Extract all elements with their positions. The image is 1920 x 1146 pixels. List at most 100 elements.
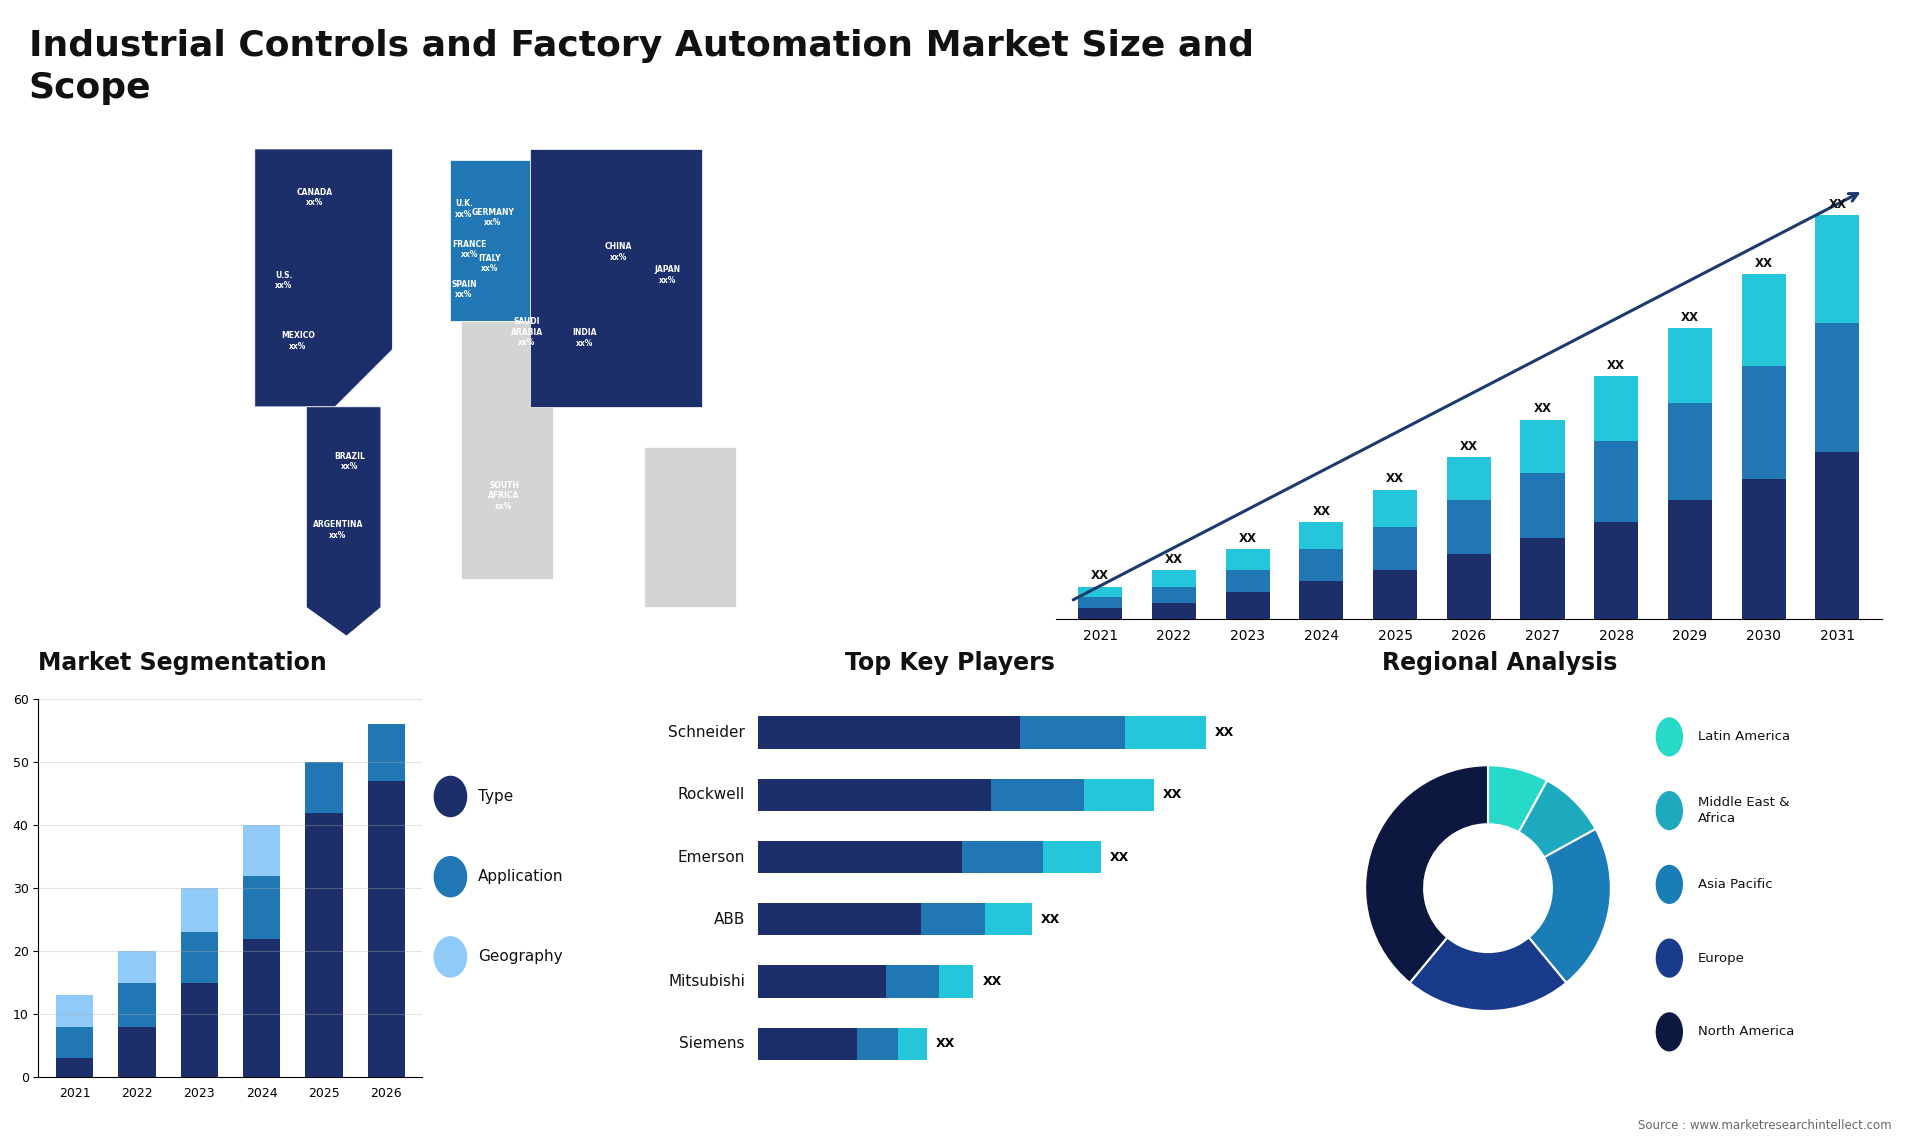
Bar [180,933,219,982]
Bar [758,903,922,935]
Text: Siemens: Siemens [680,1036,745,1051]
Wedge shape [1519,780,1596,857]
Bar [1373,489,1417,527]
Bar [899,1028,927,1060]
Bar [1079,609,1123,619]
Bar [1594,441,1638,521]
Text: BRAZIL
xx%: BRAZIL xx% [334,452,365,471]
Bar [1814,215,1859,323]
Bar [1668,501,1713,619]
Bar [1300,549,1344,581]
Polygon shape [307,407,380,636]
Bar [758,965,887,998]
Bar [1225,549,1269,571]
Bar [939,965,973,998]
Bar [1521,539,1565,619]
Circle shape [1657,940,1682,978]
Bar [305,813,342,1077]
Text: Type: Type [478,788,513,804]
Text: XX: XX [1386,472,1404,485]
Text: Geography: Geography [478,949,563,965]
Bar [305,762,342,813]
Bar [242,939,280,1077]
Text: ITALY
xx%: ITALY xx% [478,254,501,273]
Bar [1043,841,1102,873]
Bar [887,965,939,998]
Bar [1741,366,1786,479]
Bar [119,982,156,1027]
Text: XX: XX [1162,788,1181,801]
Text: XX: XX [1680,311,1699,323]
Text: ARGENTINA
xx%: ARGENTINA xx% [313,520,363,540]
Bar [56,1027,94,1059]
Text: XX: XX [1110,850,1129,863]
Polygon shape [255,149,392,407]
Text: Top Key Players: Top Key Players [845,651,1054,675]
Text: MEXICO
xx%: MEXICO xx% [280,331,315,351]
Text: XX: XX [1165,554,1183,566]
Text: XX: XX [1091,570,1110,582]
Text: Schneider: Schneider [668,725,745,740]
Text: SPAIN
xx%: SPAIN xx% [451,280,476,299]
Bar [856,1028,899,1060]
Text: North America: North America [1697,1026,1793,1038]
Bar [1741,274,1786,366]
Bar [1083,778,1154,811]
Circle shape [1657,792,1682,830]
Text: Mitsubishi: Mitsubishi [668,974,745,989]
Bar [1814,452,1859,619]
Bar [119,1027,156,1077]
Bar [56,1059,94,1077]
Circle shape [1657,1013,1682,1051]
Bar [180,982,219,1077]
Circle shape [434,937,467,976]
Wedge shape [1365,766,1488,983]
Bar [1446,501,1492,555]
Text: Europe: Europe [1697,951,1745,965]
Text: JAPAN
xx%: JAPAN xx% [655,266,680,284]
Bar [1446,457,1492,501]
Text: ABB: ABB [714,912,745,927]
Bar [1373,527,1417,571]
Bar [758,716,1020,748]
Bar [242,876,280,939]
Bar [1741,479,1786,619]
Bar [1079,597,1123,609]
Text: MARKET
RESEARCH
INTELLECT: MARKET RESEARCH INTELLECT [1788,34,1851,72]
Text: Market Segmentation: Market Segmentation [38,651,326,675]
Text: XX: XX [1755,257,1772,269]
Bar [1594,521,1638,619]
Circle shape [434,857,467,897]
Bar [1373,571,1417,619]
Text: U.S.
xx%: U.S. xx% [275,272,292,290]
Polygon shape [530,149,703,407]
Bar [1225,592,1269,619]
Bar [1521,473,1565,539]
Polygon shape [449,160,530,321]
Text: XX: XX [1238,532,1258,544]
Circle shape [434,777,467,816]
Text: Application: Application [478,869,564,885]
Bar [1152,603,1196,619]
Polygon shape [461,321,553,579]
Bar [367,782,405,1077]
Text: XX: XX [1534,402,1551,415]
Bar [1225,571,1269,592]
Wedge shape [1409,937,1567,1011]
Bar [367,724,405,782]
Text: CHINA
xx%: CHINA xx% [605,243,632,261]
Bar [1152,587,1196,603]
Bar [1152,571,1196,587]
Text: XX: XX [1215,725,1235,739]
Bar [56,995,94,1027]
Wedge shape [1528,829,1611,983]
Text: Asia Pacific: Asia Pacific [1697,878,1772,890]
Text: SAUDI
ARABIA
xx%: SAUDI ARABIA xx% [511,317,543,347]
Bar [962,841,1043,873]
Bar [1594,377,1638,441]
Polygon shape [645,447,735,607]
Bar [1020,716,1125,748]
Text: XX: XX [1041,913,1060,926]
Text: Middle East &
Africa: Middle East & Africa [1697,796,1789,825]
Bar [180,888,219,933]
